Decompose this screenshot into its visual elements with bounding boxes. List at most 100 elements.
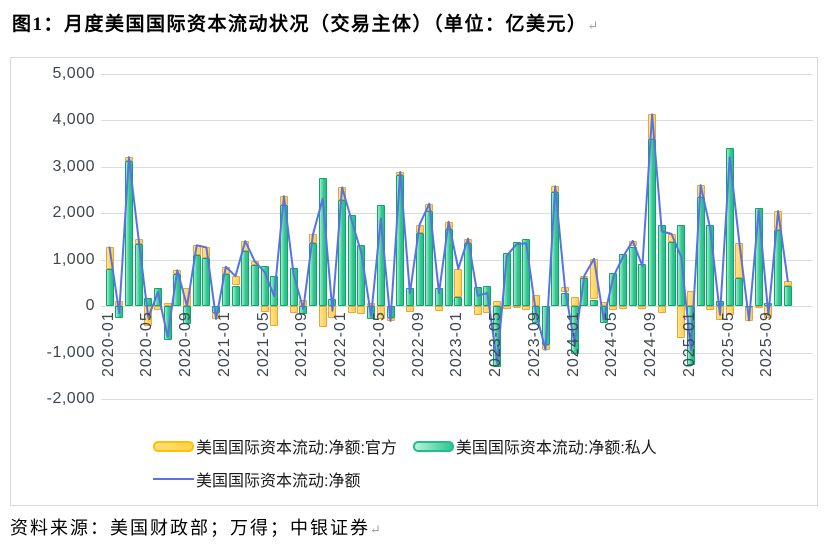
x-axis-tick-label: 2023-01: [448, 311, 466, 377]
x-axis-tick-label: 2021-01: [215, 311, 233, 377]
bar-private-2022-10: [425, 210, 434, 306]
bar-official-2022-01: [338, 187, 347, 200]
bar-official-2023-08: [522, 306, 531, 311]
gridline: [101, 213, 813, 214]
bar-private-2021-05: [260, 266, 269, 306]
bar-official-2022-12: [444, 221, 453, 230]
x-axis-tick-label: 2024-01: [564, 311, 582, 377]
legend-label-private: 美国国际资本流动:净额:私人: [455, 440, 657, 457]
source-note-text: 资料来源：美国财政部；万得；中银证券: [10, 518, 370, 538]
bar-private-2023-08: [522, 239, 531, 306]
bar-official-2025-07: [745, 306, 753, 321]
bar-official-2025-01: [686, 291, 695, 306]
chart-area: 5,000 4,000 3,000 2,000 1,000 0 -1,000 -2,000 20…: [10, 57, 818, 506]
gridline: [101, 74, 813, 75]
bar-official-2023-06: [502, 306, 511, 310]
y-axis-tick-label: -1,000: [46, 344, 95, 361]
bar-private-2024-09: [648, 139, 657, 306]
bar-official-2020-11: [202, 247, 211, 259]
bar-official-2024-07: [628, 240, 637, 247]
bar-private-2020-01: [105, 269, 114, 306]
legend-item-private: 美国国际资本流动:净额:私人: [412, 434, 657, 458]
bar-official-2020-02: [115, 301, 124, 306]
legend-row-2: 美国国际资本流动:净额: [153, 467, 368, 491]
bar-official-2020-09: [183, 287, 191, 306]
bar-private-2020-08: [173, 274, 182, 306]
x-axis-tick-label: 2023-09: [525, 311, 543, 377]
bar-private-2024-08: [638, 263, 647, 306]
bar-private-2024-07: [628, 246, 637, 306]
bar-private-2021-03: [241, 251, 250, 306]
bar-private-2020-06: [153, 287, 162, 306]
bar-official-2022-09: [415, 224, 424, 233]
bar-official-2021-04: [250, 261, 259, 265]
source-note: 资料来源：美国财政部；万得；中银证券↵: [10, 514, 820, 540]
bar-official-2024-01: [570, 296, 579, 306]
bar-private-2024-05: [609, 273, 618, 306]
bar-official-2023-03: [473, 306, 482, 316]
x-axis-tick-label: 2020-09: [177, 311, 194, 377]
bar-official-2020-06: [153, 306, 162, 311]
bar-official-2024-11: [667, 233, 676, 243]
y-axis-tick-label: -2,000: [46, 390, 95, 407]
bar-official-2025-11: [783, 281, 792, 286]
bar-official-2020-03: [124, 157, 133, 162]
bar-private-2024-02: [580, 278, 589, 306]
bar-private-2023-11: [551, 191, 560, 306]
x-axis-tick-label: 2024-05: [603, 311, 621, 377]
paragraph-mark-icon: ↵: [370, 522, 381, 537]
bar-private-2022-09: [415, 233, 424, 306]
bar-official-2025-10: [774, 211, 783, 230]
legend-label-net: 美国国际资本流动:净额: [196, 473, 361, 490]
bar-private-2023-02: [464, 243, 472, 306]
bar-official-2021-10: [309, 234, 317, 243]
bar-official-2022-10: [425, 203, 434, 211]
bar-private-2021-01: [221, 274, 230, 306]
bar-private-2020-04: [134, 244, 143, 306]
x-axis-tick-label: 2020-01: [99, 311, 117, 377]
bar-official-2020-01: [105, 247, 114, 270]
x-axis-tick-label: 2022-05: [370, 311, 388, 377]
bar-official-2023-11: [551, 186, 560, 192]
chart-title-text: 图1：月度美国国际资本流动状况（交易主体）（单位：亿美元）: [12, 14, 588, 35]
bar-private-2022-05: [376, 205, 385, 306]
paragraph-mark-icon: ↵: [587, 18, 599, 33]
bar-official-2024-03: [590, 258, 598, 300]
bar-official-2020-08: [173, 270, 182, 275]
bar-official-2021-09: [299, 300, 308, 306]
bar-official-2025-03: [706, 306, 715, 311]
bar-private-2024-12: [677, 225, 686, 306]
bar-private-2024-03: [590, 299, 598, 306]
bar-private-2025-02: [696, 197, 705, 306]
bar-official-2021-03: [241, 241, 250, 252]
bar-private-2020-05: [144, 298, 153, 306]
bar-private-2023-03: [473, 286, 482, 306]
x-axis-tick-label: 2025-09: [758, 311, 776, 377]
bar-official-2025-08: [754, 306, 763, 309]
bar-official-2024-06: [619, 306, 628, 309]
bar-private-2020-10: [192, 254, 201, 306]
bar-official-2024-02: [580, 275, 589, 279]
chart-title: 图1：月度美国国际资本流动状况（交易主体）（单位：亿美元）↵: [12, 9, 822, 36]
y-axis-tick-label: 2,000: [52, 204, 95, 221]
legend-item-official: 美国国际资本流动:净额:官方: [153, 434, 397, 458]
bar-official-2020-07: [163, 302, 172, 306]
x-axis-tick-label: 2021-09: [293, 311, 311, 377]
bar-private-2023-07: [512, 241, 521, 306]
bar-official-2022-11: [435, 306, 443, 311]
bar-private-2023-04: [483, 286, 492, 306]
gridline: [101, 120, 813, 121]
bar-official-2023-02: [464, 238, 472, 243]
x-axis-tick-label: 2025-05: [719, 311, 737, 377]
bar-official-2024-04: [599, 302, 608, 306]
legend-item-net: 美国国际资本流动:净额: [153, 467, 360, 491]
bar-private-2022-01: [338, 199, 347, 306]
bar-official-2021-02: [231, 276, 240, 286]
bar-private-2023-01: [454, 296, 463, 306]
bar-official-2025-06: [735, 243, 744, 278]
bar-official-2020-04: [134, 239, 143, 245]
net-line-swatch-icon: [153, 478, 194, 480]
bar-private-2025-08: [754, 208, 763, 306]
bar-official-2023-07: [512, 306, 521, 309]
bar-private-2023-12: [560, 292, 569, 306]
